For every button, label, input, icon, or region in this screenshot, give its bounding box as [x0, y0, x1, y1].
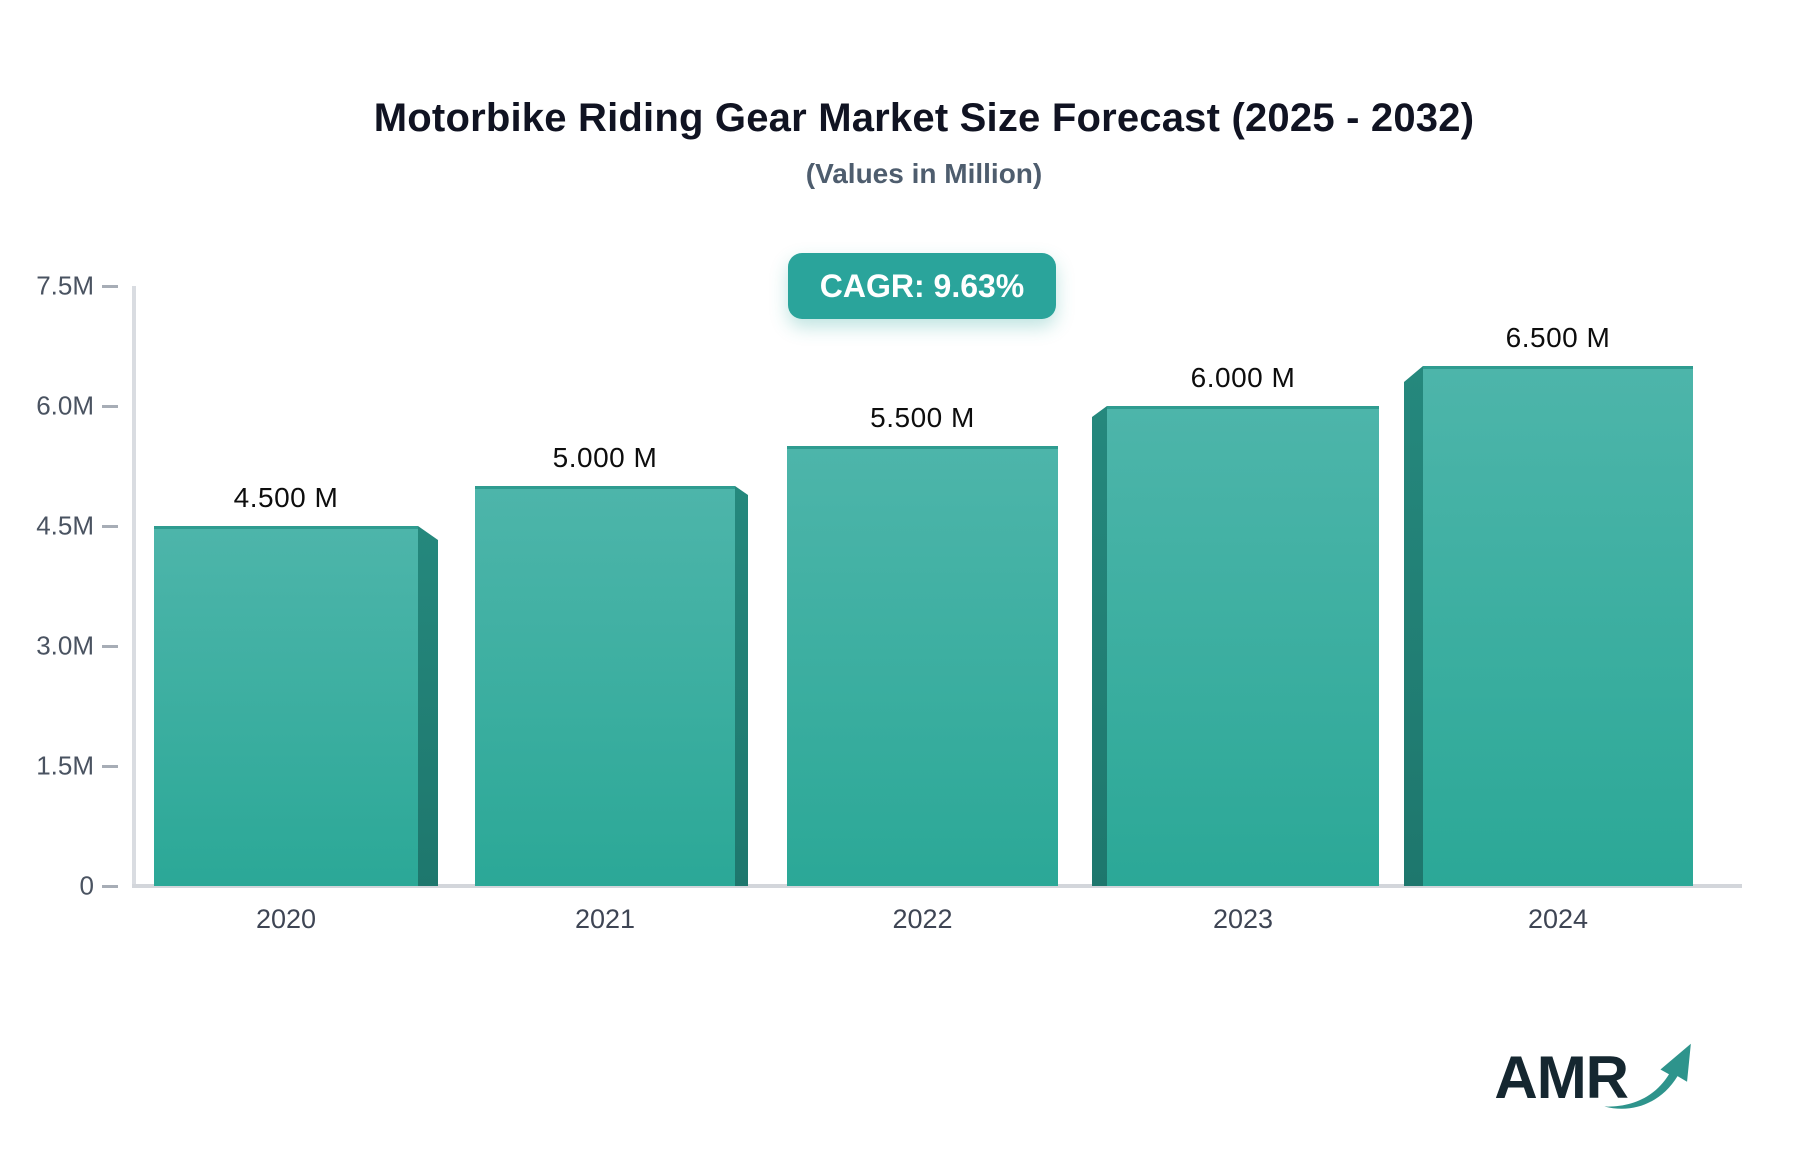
amr-logo: AMR — [1494, 1040, 1698, 1111]
y-tick-dash — [102, 405, 118, 408]
bar-2021 — [475, 486, 735, 886]
y-tick-label: 6.0M — [36, 390, 94, 421]
y-tick-dash — [102, 885, 118, 888]
x-axis-label: 2022 — [892, 904, 953, 934]
y-tick-dash — [102, 285, 118, 288]
plot-area: 7.5M 6.0M 4.5M 3.0M 1.5M 0 4.500 M 2020 5.000 M 2… — [36, 271, 1742, 934]
bar-2021-side-panel — [735, 486, 748, 886]
chart-title: Motorbike Riding Gear Market Size Foreca… — [373, 96, 1475, 140]
y-tick-label: 4.5M — [36, 510, 94, 541]
growth-arrow-icon — [1604, 1043, 1691, 1109]
bar-2023 — [1107, 406, 1379, 886]
y-tick-label: 7.5M — [36, 270, 94, 301]
bar-value-label: 5.500 M — [870, 402, 975, 433]
bar-value-label: 6.000 M — [1190, 362, 1296, 393]
x-axis-label: 2023 — [1212, 904, 1274, 934]
bar-value-label: 6.500 M — [1505, 322, 1611, 353]
x-axis-line — [132, 884, 1742, 888]
x-axis-label: 2020 — [255, 904, 317, 934]
y-tick-dash — [102, 525, 118, 528]
bar-2024 — [1423, 366, 1693, 886]
x-axis-label: 2021 — [574, 904, 636, 934]
y-axis-line — [132, 286, 136, 886]
chart-subtitle: (Values in Million) — [805, 158, 1043, 189]
bar-2020-side-panel — [418, 526, 438, 886]
y-tick-label: 1.5M — [36, 750, 94, 781]
bar-value-label: 5.000 M — [552, 442, 658, 473]
y-tick-dash — [102, 645, 118, 648]
bar-2024-side-panel — [1404, 366, 1423, 886]
bar-2023-side-panel — [1092, 406, 1107, 886]
bar-value-label: 4.500 M — [233, 482, 339, 513]
bar-2020 — [154, 526, 418, 886]
x-axis-label: 2024 — [1527, 904, 1589, 934]
y-tick-label: 3.0M — [36, 630, 94, 661]
y-tick-label: 0 — [79, 870, 94, 901]
amr-logo-text: AMR — [1494, 1044, 1629, 1111]
cagr-badge: CAGR: 9.63% — [788, 253, 1056, 319]
bar-2022 — [787, 446, 1058, 886]
y-tick-dash — [102, 765, 118, 768]
